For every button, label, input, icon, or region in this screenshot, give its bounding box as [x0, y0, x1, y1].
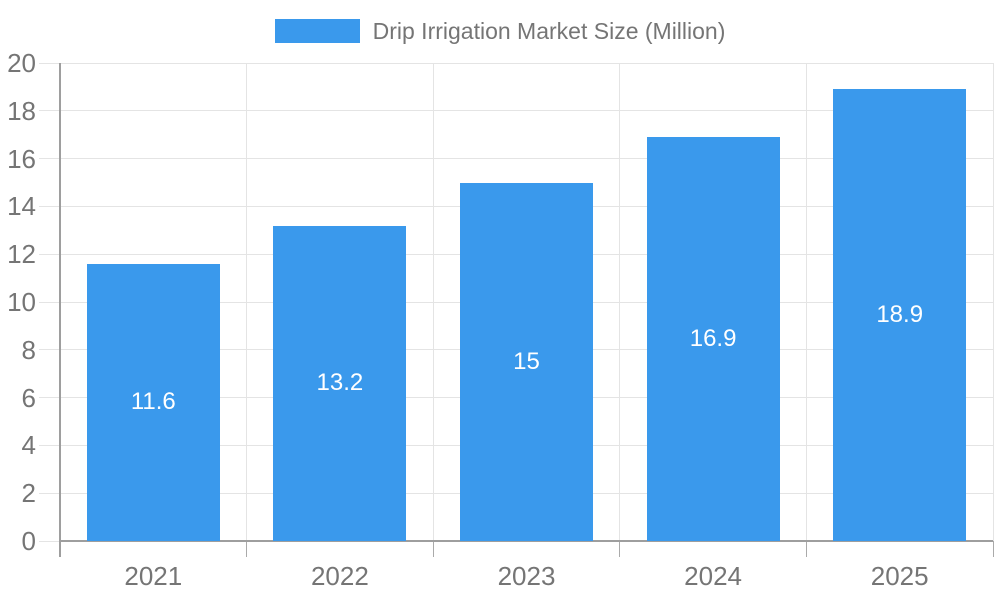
- y-gridline: [39, 158, 993, 160]
- x-axis-category-label: 2024: [684, 561, 743, 591]
- y-axis-tick-label: 14: [7, 191, 36, 222]
- y-axis-tick-label: 18: [7, 95, 36, 126]
- bar-value-label: 15: [513, 347, 540, 375]
- legend-label: Drip Irrigation Market Size (Million): [372, 17, 726, 44]
- x-axis-tick: [246, 541, 248, 557]
- y-axis-tick-label: 0: [21, 526, 36, 556]
- y-axis-tick-label: 4: [21, 430, 36, 461]
- legend[interactable]: Drip Irrigation Market Size (Million): [0, 15, 1000, 47]
- x-gridline: [992, 63, 994, 541]
- x-axis-category-label: 2023: [497, 561, 556, 591]
- bar-2021[interactable]: [86, 263, 220, 541]
- bar-2025[interactable]: [833, 89, 967, 541]
- y-axis-tick-label: 6: [21, 382, 36, 413]
- bar-value-label: 11.6: [130, 388, 176, 416]
- bar-value-label: 13.2: [316, 369, 364, 397]
- bar-2022[interactable]: [273, 225, 407, 541]
- y-axis-tick-label: 20: [7, 48, 36, 78]
- bar-value-label: 16.9: [689, 325, 737, 353]
- x-axis-category-label: 2022: [310, 561, 369, 591]
- y-axis-line: [59, 63, 61, 557]
- y-axis-tick-label: 12: [7, 239, 36, 270]
- y-gridline: [39, 110, 993, 112]
- x-axis-category-label: 2025: [870, 561, 929, 591]
- y-axis-tick-label: 16: [7, 143, 36, 174]
- y-axis-tick-label: 2: [21, 478, 36, 509]
- bar-2024[interactable]: [646, 137, 780, 541]
- x-axis-tick: [805, 541, 807, 557]
- y-gridline: [39, 62, 993, 64]
- y-axis-tick-label: 8: [21, 334, 36, 365]
- x-gridline: [432, 63, 434, 541]
- x-gridline: [246, 63, 248, 541]
- x-axis-tick: [992, 541, 994, 557]
- x-gridline: [805, 63, 807, 541]
- x-axis-category-label: 2021: [124, 561, 183, 591]
- legend-swatch[interactable]: [274, 19, 360, 43]
- x-axis-tick: [619, 541, 621, 557]
- y-axis-tick-label: 10: [7, 287, 36, 317]
- bar-value-label: 18.9: [876, 301, 924, 329]
- x-axis-tick: [432, 541, 434, 557]
- bar-2023[interactable]: [459, 182, 593, 541]
- x-axis-line: [59, 540, 993, 542]
- x-gridline: [619, 63, 621, 541]
